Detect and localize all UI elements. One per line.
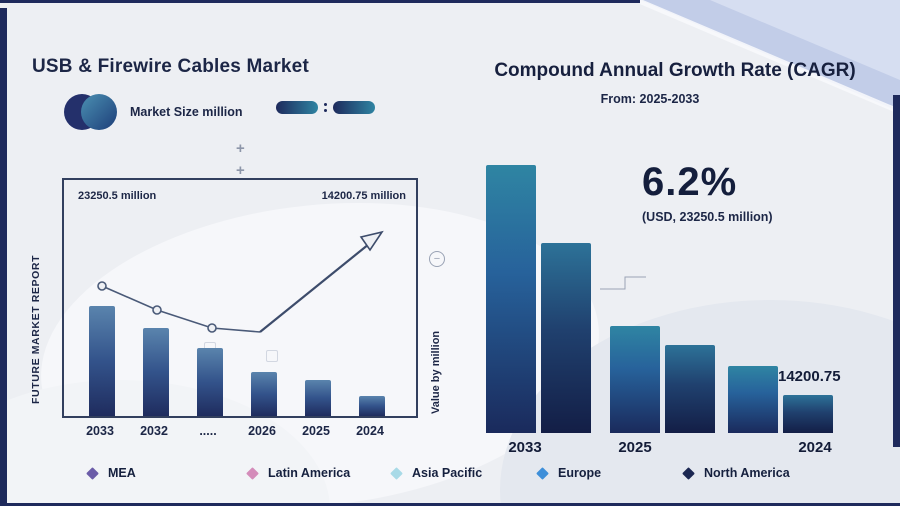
legend-diamond-icon	[246, 466, 259, 480]
legend-label: North America	[704, 466, 790, 480]
left-chart-x-label: 2024	[356, 424, 384, 438]
legend-diamond-icon	[682, 466, 695, 480]
left-chart-bar	[143, 328, 169, 416]
pie-sphere-icon	[64, 94, 118, 130]
left-chart-x-label: 2026	[248, 424, 276, 438]
plus-decoration-icon: +	[236, 162, 245, 179]
minus-circle-icon: −	[429, 251, 445, 267]
left-bar-chart: 23250.5 million 14200.75 million	[62, 178, 418, 418]
left-chart-x-label: 2025	[302, 424, 330, 438]
bar-group-2024	[728, 366, 833, 433]
right-chart-bar	[610, 325, 660, 433]
right-chart-bar	[728, 366, 778, 433]
legend-item-latin-america: Latin America	[246, 466, 351, 480]
future-market-report-watermark: FUTURE MARKET REPORT	[30, 254, 42, 404]
legend-item-asia-pacific: Asia Pacific	[390, 466, 483, 480]
left-chart-bar	[359, 396, 385, 416]
right-chart-x-label: 2033	[508, 439, 542, 456]
legend-label: Asia Pacific	[412, 466, 483, 480]
left-chart-bar	[89, 306, 115, 416]
left-chart-x-label: 2033	[86, 424, 114, 438]
gradient-pill-icon	[333, 101, 375, 114]
gradient-pill-icon	[276, 101, 318, 114]
left-chart-title: USB & Firewire Cables Market	[32, 56, 309, 77]
right-chart-bar	[541, 242, 591, 433]
annotation-max-value: 23250.5 million	[78, 190, 157, 202]
legend-label: Europe	[558, 466, 602, 480]
cagr-caption: (USD, 23250.5 million)	[642, 210, 773, 224]
right-chart-bar	[665, 344, 715, 433]
plus-decoration-icon: +	[236, 140, 245, 157]
legend-item-mea: MEA	[86, 466, 136, 480]
market-size-label: Market Size million	[130, 105, 243, 119]
cagr-value: 6.2%	[642, 160, 738, 204]
legend-diamond-icon	[86, 466, 99, 480]
market-size-legend: Market Size million	[64, 94, 243, 130]
trend-line-arrow	[97, 230, 384, 333]
top-frame-line	[0, 0, 640, 3]
pill-dots-icon	[324, 103, 327, 112]
legend-item-north-america: North America	[682, 466, 790, 480]
left-chart-bar	[197, 348, 223, 416]
right-chart-x-label: 2025	[618, 439, 652, 456]
legend-label: MEA	[108, 466, 136, 480]
annotation-min-value: 14200.75 million	[321, 190, 406, 202]
legend-item-europe: Europe	[536, 466, 602, 480]
right-chart-x-label: 2024	[798, 439, 832, 456]
legend-diamond-icon	[536, 466, 549, 480]
square-decoration-icon	[266, 350, 278, 362]
legend-label: Latin America	[268, 466, 351, 480]
legend-diamond-icon	[390, 466, 403, 480]
corner-ribbon-decoration	[640, 0, 900, 112]
right-chart-subtitle: From: 2025-2033	[600, 92, 700, 106]
step-line-decoration	[600, 276, 646, 290]
right-chart-title: Compound Annual Growth Rate (CAGR)	[494, 60, 856, 81]
left-chart-bar	[251, 372, 277, 416]
bar-value-label: 14200.75	[778, 368, 841, 385]
right-chart-y-axis-label: Value by million	[430, 330, 442, 414]
right-chart-bar	[783, 395, 833, 433]
bottom-frame-line	[0, 503, 900, 506]
right-bar-chart: 2033 2025 2024 14200.75	[470, 130, 890, 456]
right-frame-strip	[893, 95, 900, 447]
right-chart-bar	[486, 165, 536, 433]
sphere-light-half	[81, 94, 117, 130]
region-legend: MEA Latin America Asia Pacific Europe North …	[0, 466, 900, 486]
left-frame-strip	[0, 8, 7, 506]
bar-group-2033	[486, 165, 591, 433]
left-chart-bar	[305, 380, 331, 416]
left-chart-x-label: .....	[199, 424, 217, 438]
left-chart-x-axis: 2033 2032..... 2026 2025 2024	[62, 424, 418, 440]
legend-pill-decoration	[276, 101, 375, 114]
bar-group-2025	[610, 325, 715, 433]
left-chart-x-label: 2032	[140, 424, 168, 438]
